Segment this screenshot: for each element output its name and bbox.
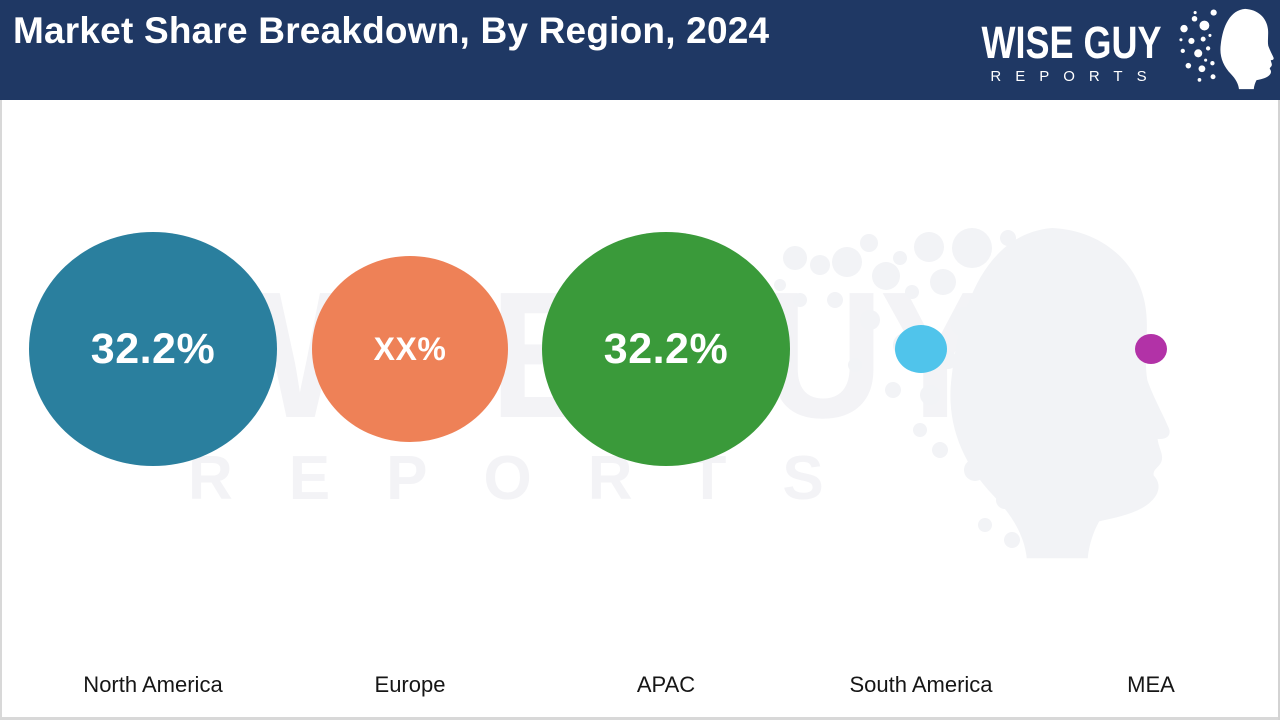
logo-wordmark: WISE GUY <box>981 17 1162 68</box>
logo-text: WISE GUY REPORTS <box>959 20 1184 85</box>
watermark-reports-text: REPORTS <box>188 444 880 513</box>
wise-guy-head-icon <box>1179 8 1274 90</box>
bubble-value-europe: XX% <box>373 330 447 367</box>
bubble-europe: XX% <box>312 256 508 442</box>
header: Market Share Breakdown, By Region, 2024 … <box>0 0 1280 100</box>
bubble-apac: 32.2% <box>542 232 790 466</box>
logo-reports-text: REPORTS <box>990 68 1161 85</box>
bubble-north-america: 32.2% <box>29 232 277 466</box>
bubble-value-apac: 32.2% <box>603 324 729 373</box>
bubble-south-america <box>895 325 947 373</box>
bubble-mea <box>1135 334 1167 364</box>
watermark-head-icon <box>774 228 1170 559</box>
page-title: Market Share Breakdown, By Region, 2024 <box>13 10 770 51</box>
bubble-value-north-america: 32.2% <box>90 324 216 373</box>
wise-guy-logo: WISE GUY REPORTS <box>959 6 1276 92</box>
